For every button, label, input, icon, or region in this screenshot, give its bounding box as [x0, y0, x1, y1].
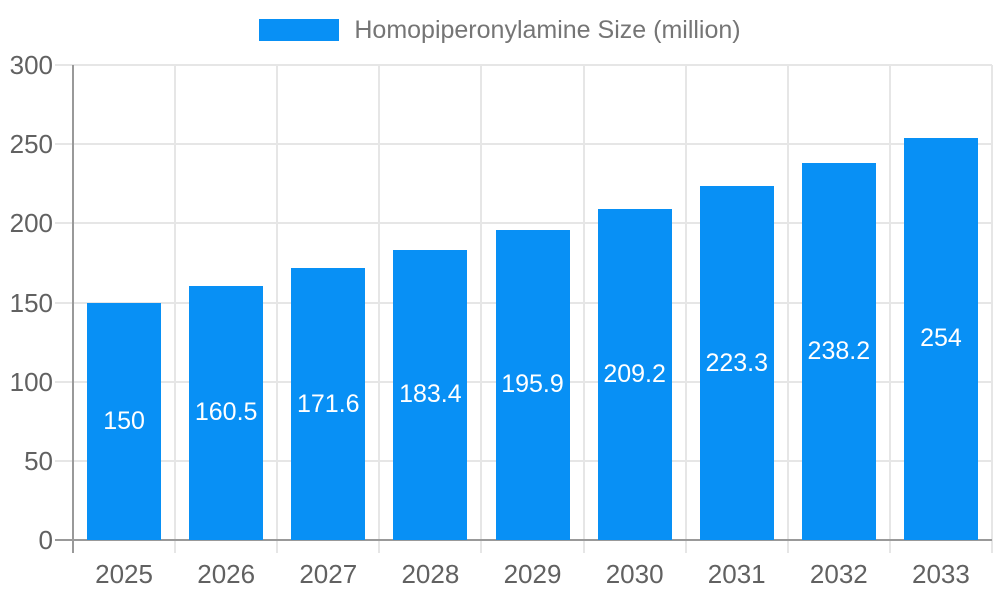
- gridline-vertical: [786, 65, 789, 553]
- bar-value-label: 238.2: [807, 336, 871, 365]
- bar: 150: [87, 302, 162, 540]
- y-axis-tick: [55, 222, 73, 225]
- legend-swatch: [259, 19, 340, 41]
- gridline-vertical: [684, 65, 687, 553]
- x-tick-label: 2027: [299, 559, 358, 589]
- plot-area: 150 160.5 171.6 183.4 195.9 209.2 223.3 238.2 25…: [55, 64, 993, 553]
- gridline-vertical: [582, 65, 585, 553]
- y-tick-label: 0: [38, 525, 53, 555]
- bar-value-label: 160.5: [194, 398, 258, 427]
- bar-value-label: 195.9: [501, 370, 564, 399]
- bar: 171.6: [291, 268, 366, 540]
- y-axis-tick: [55, 380, 73, 383]
- gridline-vertical: [276, 65, 279, 553]
- bar-value-label: 209.2: [603, 359, 666, 388]
- bar: 195.9: [495, 229, 570, 540]
- y-axis-tick: [55, 301, 73, 304]
- y-tick-label: 200: [9, 208, 53, 239]
- x-tick-label: 2026: [197, 559, 256, 589]
- bar: 238.2: [801, 162, 876, 540]
- y-tick-label: 300: [9, 50, 53, 80]
- x-tick-label: 2028: [401, 559, 460, 589]
- bar-value-label: 183.4: [399, 380, 462, 409]
- y-tick-label: 100: [9, 366, 53, 397]
- y-axis-tick: [55, 459, 73, 462]
- legend-item[interactable]: Homopiperonylamine Size (million): [259, 16, 741, 44]
- y-tick-label: 50: [24, 445, 53, 476]
- gridline-vertical: [378, 65, 381, 553]
- x-tick-label: 2031: [707, 559, 766, 589]
- y-tick-label: 150: [9, 287, 53, 318]
- bar: 160.5: [189, 285, 264, 540]
- bar-value-label: 254: [920, 324, 962, 353]
- gridline-vertical: [991, 65, 993, 553]
- gridline-vertical: [480, 65, 483, 553]
- bar: 209.2: [597, 208, 672, 540]
- gridline-vertical: [174, 65, 177, 553]
- x-tick-label: 2030: [605, 559, 664, 589]
- bar-value-label: 223.3: [705, 348, 768, 377]
- x-tick-label: 2032: [809, 559, 868, 589]
- bar: 223.3: [699, 186, 774, 540]
- legend: Homopiperonylamine Size (million): [0, 16, 1000, 44]
- y-axis-tick: [55, 143, 73, 146]
- legend-label: Homopiperonylamine Size (million): [354, 16, 741, 44]
- bar: 183.4: [393, 249, 468, 540]
- bar-value-label: 150: [103, 406, 145, 435]
- gridline-horizontal: [73, 64, 992, 66]
- x-tick-label: 2033: [912, 559, 970, 589]
- bar-value-label: 171.6: [296, 389, 360, 418]
- x-tick-label: 2029: [503, 559, 562, 589]
- gridline-horizontal: [73, 143, 992, 146]
- gridline-vertical: [888, 65, 891, 553]
- y-axis-line: [72, 65, 74, 553]
- y-axis-tick: [55, 64, 73, 66]
- y-tick-label: 250: [9, 129, 53, 160]
- gridline-horizontal: [73, 222, 992, 225]
- x-axis-line: [55, 539, 992, 541]
- x-tick-label: 2025: [95, 559, 153, 589]
- bar: 254: [903, 137, 978, 540]
